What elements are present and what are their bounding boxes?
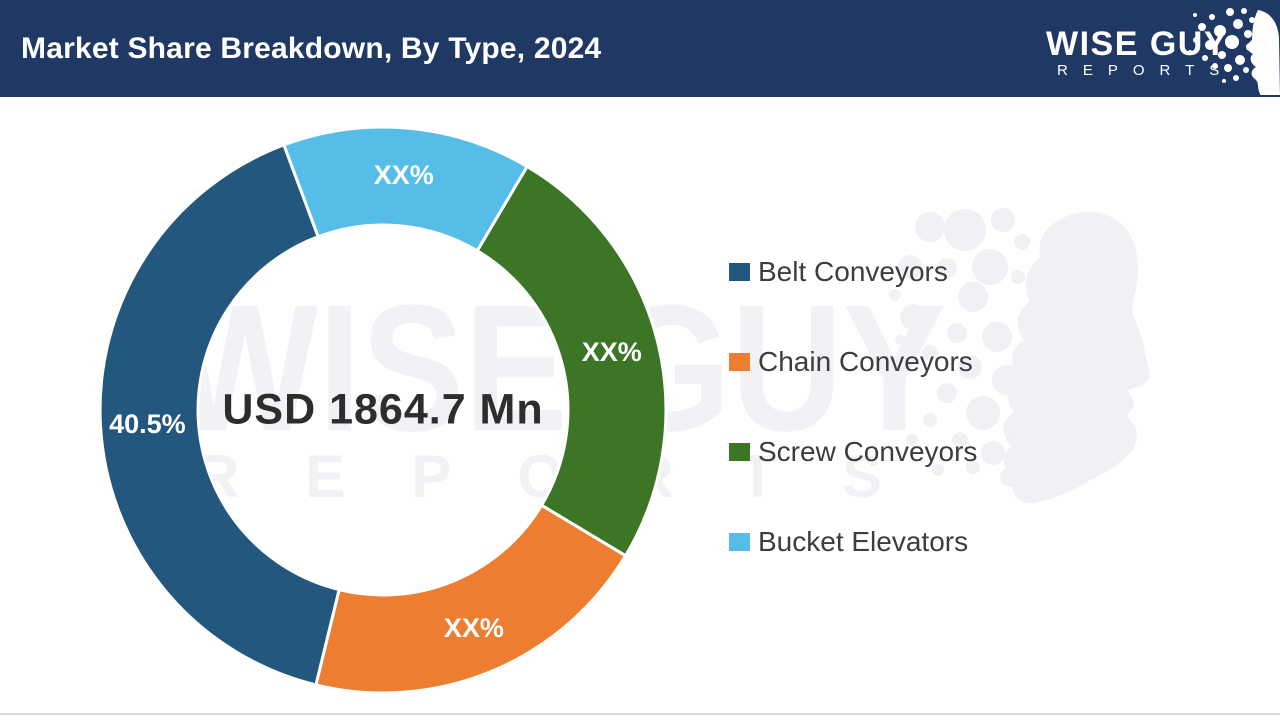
slice-label-bucket-elevators: XX% [374, 160, 434, 190]
legend-label-belt-conveyors: Belt Conveyors [758, 256, 948, 287]
legend-label-screw-conveyors: Screw Conveyors [758, 436, 978, 467]
legend: Belt Conveyors Chain Conveyors Screw Conve… [729, 0, 1059, 720]
donut-slice-screw-conveyors [475, 165, 668, 558]
legend-swatch-bucket-elevators [729, 533, 750, 551]
slice-label-screw-conveyors: XX% [582, 337, 642, 367]
donut-slice-chain-conveyors [314, 503, 628, 695]
wise-guy-logo: WISE GUY REPORTS [1046, 8, 1280, 95]
slice-label-belt-conveyors: 40.5% [109, 409, 186, 439]
watermark-text-line2: REPORTS [196, 443, 948, 510]
header-bar: Market Share Breakdown, By Type, 2024 WI… [0, 0, 1280, 97]
legend-label-bucket-elevators: Bucket Elevators [758, 526, 969, 557]
bottom-divider [0, 713, 1280, 715]
logo-text-line2: REPORTS [1057, 62, 1234, 79]
donut-slice-belt-conveyors [98, 143, 341, 687]
legend-swatch-screw-conveyors [729, 443, 750, 461]
donut-center-value: USD 1864.7 Mn [222, 385, 544, 434]
legend-item-chain-conveyors: Chain Conveyors [729, 346, 973, 377]
page-title: Market Share Breakdown, By Type, 2024 [21, 31, 602, 65]
legend-item-belt-conveyors: Belt Conveyors [729, 256, 948, 287]
legend-swatch-belt-conveyors [729, 263, 750, 281]
donut-slice-bucket-elevators [282, 125, 529, 253]
logo-text-line1: WISE GUY [1046, 25, 1228, 63]
legend-item-screw-conveyors: Screw Conveyors [729, 436, 978, 467]
legend-swatch-chain-conveyors [729, 353, 750, 371]
slice-label-chain-conveyors: XX% [444, 613, 504, 643]
logo-dotted-head-icon [1188, 8, 1280, 95]
legend-label-chain-conveyors: Chain Conveyors [758, 346, 973, 377]
legend-item-bucket-elevators: Bucket Elevators [729, 526, 969, 557]
watermark-dotted-head-icon [886, 208, 1150, 504]
